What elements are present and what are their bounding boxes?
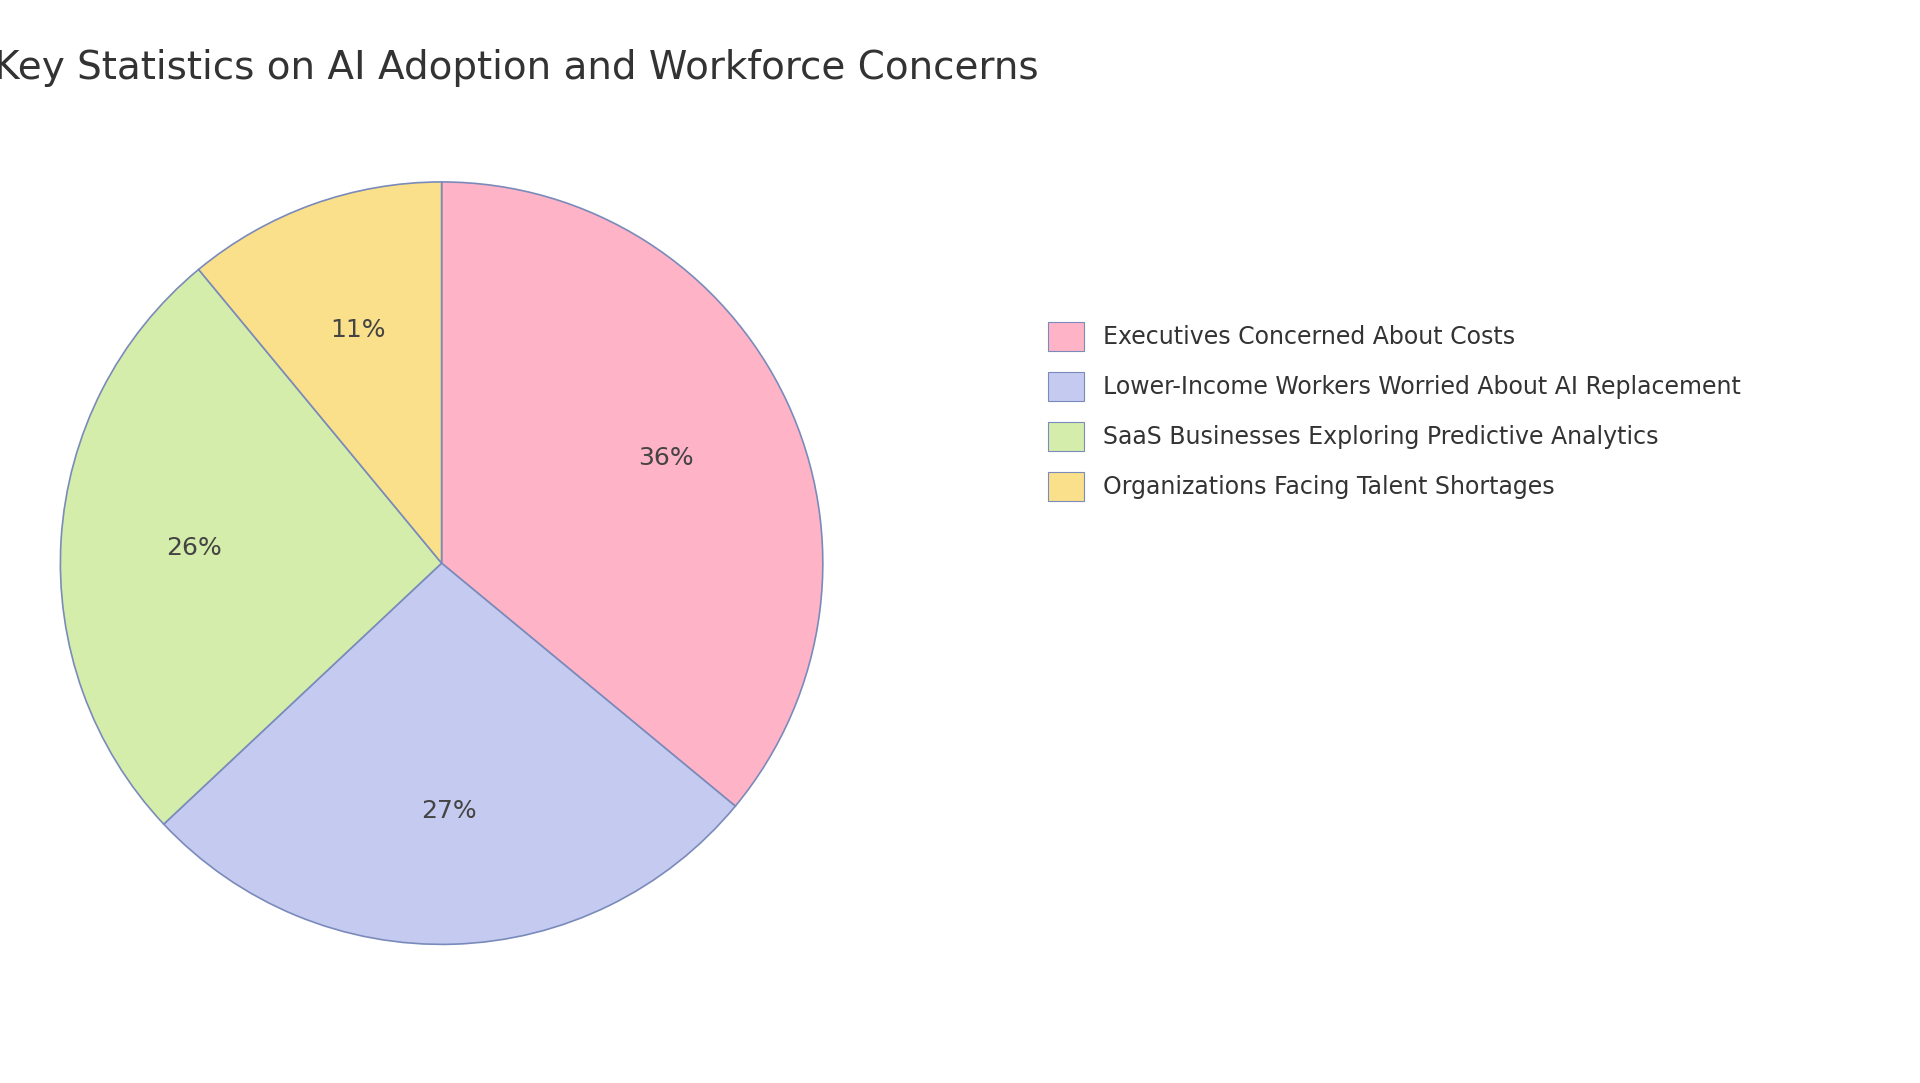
Legend: Executives Concerned About Costs, Lower-Income Workers Worried About AI Replacem: Executives Concerned About Costs, Lower-… — [1039, 313, 1749, 510]
Text: 26%: 26% — [167, 536, 223, 560]
Wedge shape — [163, 563, 735, 944]
Text: 27%: 27% — [422, 799, 478, 823]
Wedge shape — [442, 182, 824, 806]
Text: 11%: 11% — [330, 318, 386, 342]
Text: Key Statistics on AI Adoption and Workforce Concerns: Key Statistics on AI Adoption and Workfo… — [0, 49, 1039, 87]
Wedge shape — [198, 182, 442, 563]
Text: 36%: 36% — [637, 446, 693, 470]
Wedge shape — [60, 270, 442, 824]
